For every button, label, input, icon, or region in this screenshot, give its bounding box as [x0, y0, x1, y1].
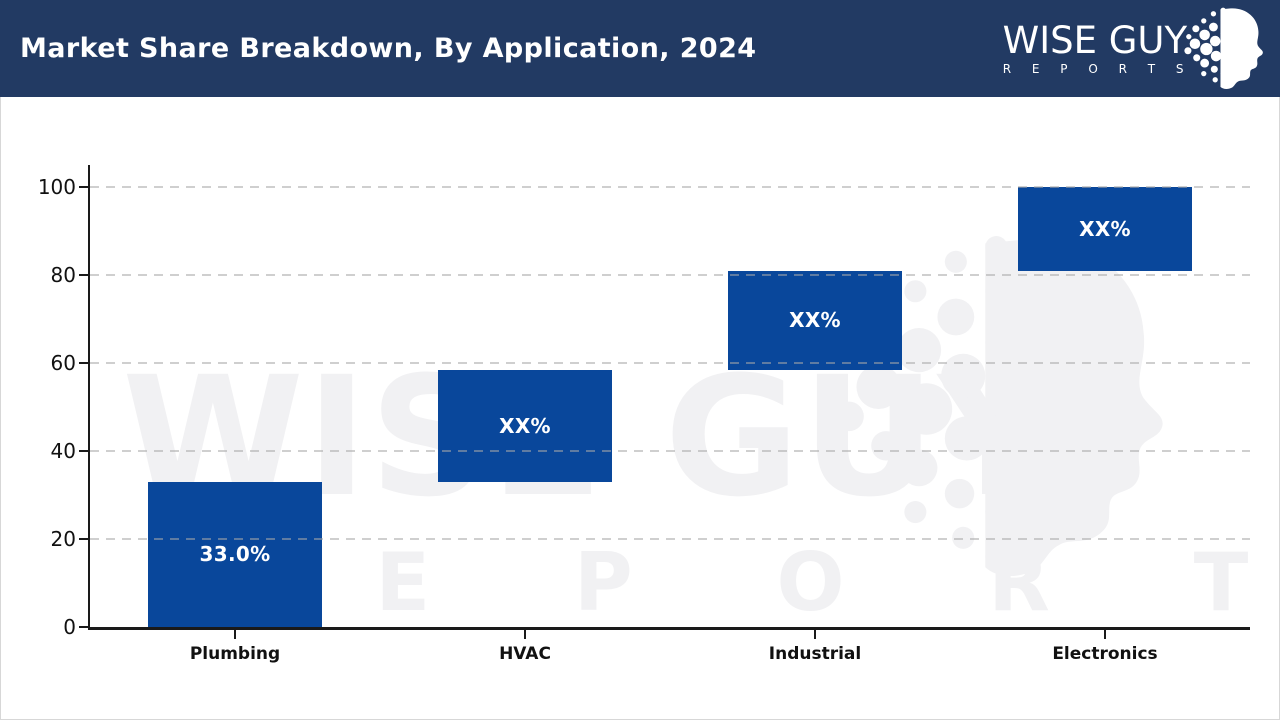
y-tick-label: 40: [50, 439, 76, 463]
y-tick-mark: [79, 274, 88, 276]
y-tick-label: 20: [50, 527, 76, 551]
bar-value-label: XX%: [1079, 216, 1131, 241]
chart-area: WISE GUY R E P O R T S 02040608010033.0%…: [0, 97, 1280, 720]
y-tick-label: 60: [50, 351, 76, 375]
x-category-label: Electronics: [1052, 644, 1158, 664]
y-tick-mark: [79, 186, 88, 188]
bar-value-label: XX%: [789, 308, 841, 333]
y-tick-label: 100: [37, 175, 76, 199]
bar-industrial: XX%: [728, 270, 902, 370]
y-tick-mark: [79, 362, 88, 364]
bar-plumbing: 33.0%: [148, 481, 322, 627]
x-tick-mark: [234, 630, 236, 639]
y-tick-mark: [79, 626, 88, 628]
logo-wordmark: WISE GUY: [1002, 18, 1188, 62]
x-category-label: Industrial: [768, 644, 862, 664]
bar-value-label: XX%: [499, 413, 551, 438]
bar-hvac: XX%: [438, 369, 612, 482]
plot-area: 0 20 40 60 80 100 33.0% Plumbing XX% HVAC XX% Indus…: [38, 165, 1250, 664]
y-tick-mark: [79, 450, 88, 452]
gridline-40: [90, 450, 1250, 452]
x-tick-mark: [524, 630, 526, 639]
wiseguy-logo: WISE GUY R E P O R T S: [998, 5, 1270, 93]
gridline-60: [90, 362, 1250, 364]
gridline-100: [90, 186, 1250, 188]
logo-subtitle: R E P O R T S: [1002, 61, 1192, 76]
bar-electronics: XX%: [1018, 187, 1192, 271]
x-tick-mark: [814, 630, 816, 639]
gridline-80: [90, 274, 1250, 276]
watermark-subtitle: R E P O R T S: [170, 536, 1280, 629]
x-category-label: HVAC: [499, 644, 551, 664]
gridline-20: [90, 538, 1250, 540]
y-tick-label: 80: [50, 263, 76, 287]
y-tick-label: 0: [63, 615, 76, 639]
x-category-label: Plumbing: [189, 644, 281, 664]
y-tick-mark: [79, 538, 88, 540]
bar-value-label: 33.0%: [199, 542, 271, 567]
header-bar: Market Share Breakdown, By Application, …: [0, 0, 1280, 97]
chart-title: Market Share Breakdown, By Application, …: [20, 33, 757, 64]
logo-text: WISE GUY R E P O R T S: [998, 22, 1192, 76]
x-tick-mark: [1104, 630, 1106, 639]
